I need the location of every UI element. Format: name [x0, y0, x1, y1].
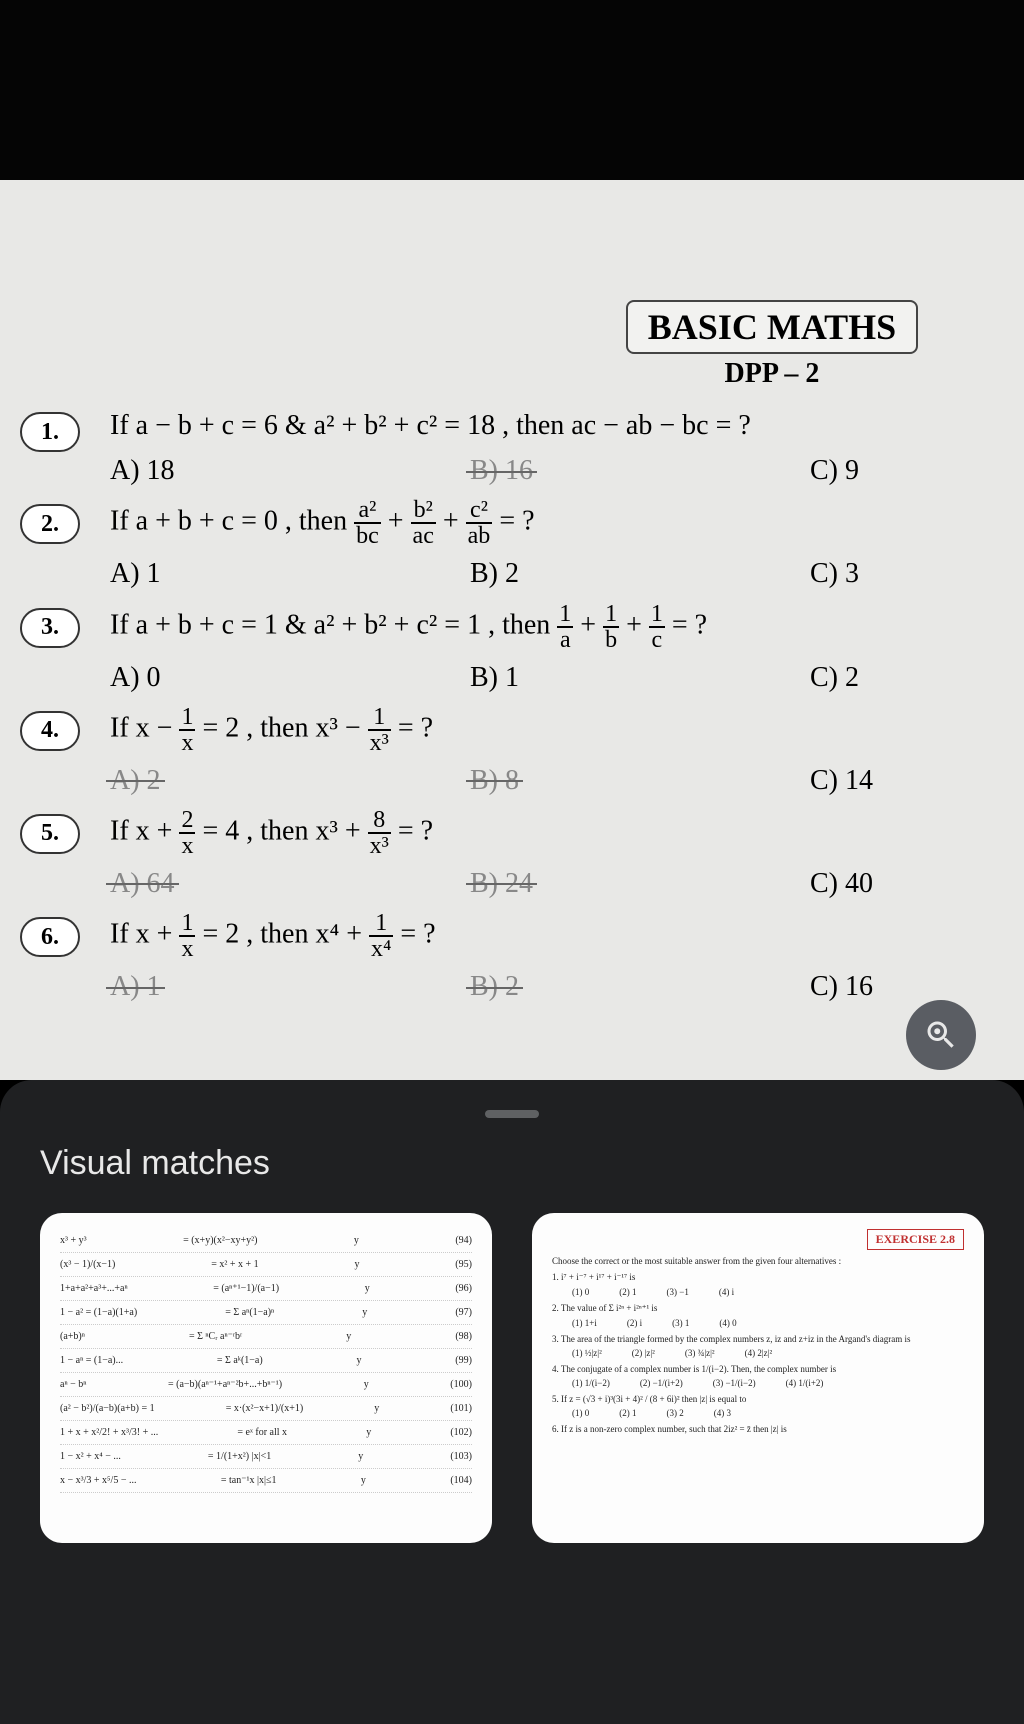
question-row: 3. If a + b + c = 1 & a² + b² + c² = 1 , …	[0, 602, 1024, 697]
status-bar	[0, 0, 1024, 180]
question-text: If a + b + c = 1 & a² + b² + c² = 1 , th…	[110, 602, 1024, 652]
visual-matches-panel[interactable]: Visual matches x³ + y³= (x+y)(x²−xy+y²)y…	[0, 1080, 1024, 1724]
option-c: C) 2	[810, 658, 1010, 697]
match-card-1[interactable]: x³ + y³= (x+y)(x²−xy+y²)y(94) (x³ − 1)/(…	[40, 1213, 492, 1543]
options-row: A) 1B) 2C) 3	[110, 554, 1024, 593]
question-number: 6.	[20, 917, 80, 957]
option-a: A) 64	[110, 864, 470, 903]
question-row: 2. If a + b + c = 0 , then a²bc + b²ac + …	[0, 498, 1024, 593]
question-body: If x − 1x = 2 , then x³ − 1x³ = ? A) 2B) …	[110, 705, 1024, 800]
question-paper: BASIC MATHS DPP – 2 1. If a − b + c = 6 &…	[0, 180, 1024, 1080]
options-row: A) 64B) 24C) 40	[110, 864, 1024, 903]
option-a: A) 18	[110, 451, 470, 490]
option-b: B) 2	[470, 554, 810, 593]
question-body: If a − b + c = 6 & a² + b² + c² = 18 , t…	[110, 406, 1024, 490]
question-body: If a + b + c = 1 & a² + b² + c² = 1 , th…	[110, 602, 1024, 697]
question-body: If x + 1x = 2 , then x⁴ + 1x⁴ = ? A) 1B) …	[110, 911, 1024, 1006]
options-row: A) 1B) 2C) 16	[110, 967, 1024, 1006]
lens-search-button[interactable]	[906, 1000, 976, 1070]
question-number: 2.	[20, 504, 80, 544]
question-text: If x + 2x = 4 , then x³ + 8x³ = ?	[110, 808, 1024, 858]
question-text: If a + b + c = 0 , then a²bc + b²ac + c²…	[110, 498, 1024, 548]
drag-handle[interactable]	[485, 1110, 539, 1118]
option-c: C) 16	[810, 967, 1010, 1006]
option-b: B) 16	[470, 451, 810, 490]
question-number: 5.	[20, 814, 80, 854]
question-text: If x − 1x = 2 , then x³ − 1x³ = ?	[110, 705, 1024, 755]
lens-icon	[923, 1017, 959, 1053]
option-c: C) 14	[810, 761, 1010, 800]
question-row: 1. If a − b + c = 6 & a² + b² + c² = 18 ,…	[0, 406, 1024, 490]
match-card-2[interactable]: EXERCISE 2.8 Choose the correct or the m…	[532, 1213, 984, 1543]
option-c: C) 3	[810, 554, 1010, 593]
option-a: A) 1	[110, 967, 470, 1006]
question-number: 4.	[20, 711, 80, 751]
panel-title: Visual matches	[40, 1144, 984, 1183]
option-a: A) 2	[110, 761, 470, 800]
question-text: If x + 1x = 2 , then x⁴ + 1x⁴ = ?	[110, 911, 1024, 961]
question-body: If x + 2x = 4 , then x³ + 8x³ = ? A) 64B)…	[110, 808, 1024, 903]
option-b: B) 8	[470, 761, 810, 800]
match-cards: x³ + y³= (x+y)(x²−xy+y²)y(94) (x³ − 1)/(…	[40, 1213, 984, 1543]
question-number: 1.	[20, 412, 80, 452]
question-body: If a + b + c = 0 , then a²bc + b²ac + c²…	[110, 498, 1024, 593]
question-row: 4. If x − 1x = 2 , then x³ − 1x³ = ? A) 2B…	[0, 705, 1024, 800]
question-text: If a − b + c = 6 & a² + b² + c² = 18 , t…	[110, 406, 1024, 445]
options-row: A) 18B) 16C) 9	[110, 451, 1024, 490]
option-c: C) 9	[810, 451, 1010, 490]
paper-subtitle: DPP – 2	[520, 358, 1024, 390]
question-number: 3.	[20, 608, 80, 648]
options-row: A) 2B) 8C) 14	[110, 761, 1024, 800]
option-c: C) 40	[810, 864, 1010, 903]
question-row: 5. If x + 2x = 4 , then x³ + 8x³ = ? A) 64…	[0, 808, 1024, 903]
options-row: A) 0B) 1C) 2	[110, 658, 1024, 697]
option-b: B) 1	[470, 658, 810, 697]
paper-header: BASIC MATHS DPP – 2	[520, 300, 1024, 390]
option-b: B) 2	[470, 967, 810, 1006]
question-row: 6. If x + 1x = 2 , then x⁴ + 1x⁴ = ? A) 1B…	[0, 911, 1024, 1006]
paper-title: BASIC MATHS	[626, 300, 918, 354]
option-b: B) 24	[470, 864, 810, 903]
option-a: A) 1	[110, 554, 470, 593]
option-a: A) 0	[110, 658, 470, 697]
